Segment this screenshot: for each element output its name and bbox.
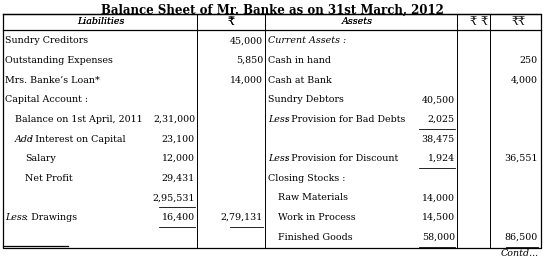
Text: Capital Account :: Capital Account : bbox=[5, 95, 88, 104]
Text: : Interest on Capital: : Interest on Capital bbox=[29, 134, 126, 144]
Text: Sundry Debtors: Sundry Debtors bbox=[268, 95, 344, 104]
Text: Salary: Salary bbox=[25, 154, 55, 163]
Text: ₹: ₹ bbox=[517, 15, 524, 29]
Text: ₹: ₹ bbox=[470, 15, 477, 29]
Text: ₹: ₹ bbox=[227, 17, 234, 27]
Text: Contd...: Contd... bbox=[501, 249, 539, 258]
Text: 40,500: 40,500 bbox=[422, 95, 455, 104]
Text: Cash in hand: Cash in hand bbox=[268, 56, 331, 65]
Text: Closing Stocks :: Closing Stocks : bbox=[268, 174, 345, 183]
Text: Mrs. Banke’s Loan*: Mrs. Banke’s Loan* bbox=[5, 76, 100, 85]
Text: 23,100: 23,100 bbox=[162, 134, 195, 144]
Text: : Provision for Discount: : Provision for Discount bbox=[285, 154, 398, 163]
Text: 14,000: 14,000 bbox=[230, 76, 263, 85]
Text: 5,850: 5,850 bbox=[236, 56, 263, 65]
Text: 86,500: 86,500 bbox=[505, 233, 538, 242]
Text: 45,000: 45,000 bbox=[230, 36, 263, 45]
Text: 2,31,000: 2,31,000 bbox=[153, 115, 195, 124]
Text: 4,000: 4,000 bbox=[511, 76, 538, 85]
Text: 58,000: 58,000 bbox=[422, 233, 455, 242]
Text: 36,551: 36,551 bbox=[504, 154, 538, 163]
Text: 16,400: 16,400 bbox=[162, 213, 195, 222]
Text: Liabilities: Liabilities bbox=[77, 18, 124, 26]
Text: 14,500: 14,500 bbox=[422, 213, 455, 222]
Text: Liabilities: Liabilities bbox=[77, 18, 124, 26]
Text: Raw Materials: Raw Materials bbox=[278, 193, 348, 203]
Text: ₹: ₹ bbox=[480, 15, 487, 29]
Text: Assets: Assets bbox=[342, 18, 373, 26]
Text: Balance Sheet of Mr. Banke as on 31st March, 2012: Balance Sheet of Mr. Banke as on 31st Ma… bbox=[101, 4, 443, 17]
Text: Balance on 1st April, 2011: Balance on 1st April, 2011 bbox=[15, 115, 143, 124]
Text: 29,431: 29,431 bbox=[162, 174, 195, 183]
Text: 2,025: 2,025 bbox=[428, 115, 455, 124]
Text: 14,000: 14,000 bbox=[422, 193, 455, 203]
Text: Outstanding Expenses: Outstanding Expenses bbox=[5, 56, 113, 65]
Text: Sundry Creditors: Sundry Creditors bbox=[5, 36, 88, 45]
Text: Finished Goods: Finished Goods bbox=[278, 233, 353, 242]
Text: : Provision for Bad Debts: : Provision for Bad Debts bbox=[285, 115, 405, 124]
Text: ₹: ₹ bbox=[227, 15, 234, 29]
Text: Current Assets :: Current Assets : bbox=[268, 36, 346, 45]
Text: Work in Process: Work in Process bbox=[278, 213, 356, 222]
Text: 2,79,131: 2,79,131 bbox=[221, 213, 263, 222]
Text: Less: Less bbox=[268, 154, 289, 163]
Text: 250: 250 bbox=[520, 56, 538, 65]
Text: Less: Less bbox=[268, 115, 289, 124]
Text: 1,924: 1,924 bbox=[428, 154, 455, 163]
Text: 2,95,531: 2,95,531 bbox=[152, 193, 195, 203]
Text: Cash at Bank: Cash at Bank bbox=[268, 76, 332, 85]
Text: ₹: ₹ bbox=[512, 15, 519, 29]
Text: Assets: Assets bbox=[342, 18, 373, 26]
Text: Less: Less bbox=[5, 213, 27, 222]
Text: 38,475: 38,475 bbox=[422, 134, 455, 144]
Text: 12,000: 12,000 bbox=[162, 154, 195, 163]
Text: Add: Add bbox=[15, 134, 34, 144]
Text: Net Profit: Net Profit bbox=[25, 174, 73, 183]
Text: : Drawings: : Drawings bbox=[22, 213, 77, 222]
